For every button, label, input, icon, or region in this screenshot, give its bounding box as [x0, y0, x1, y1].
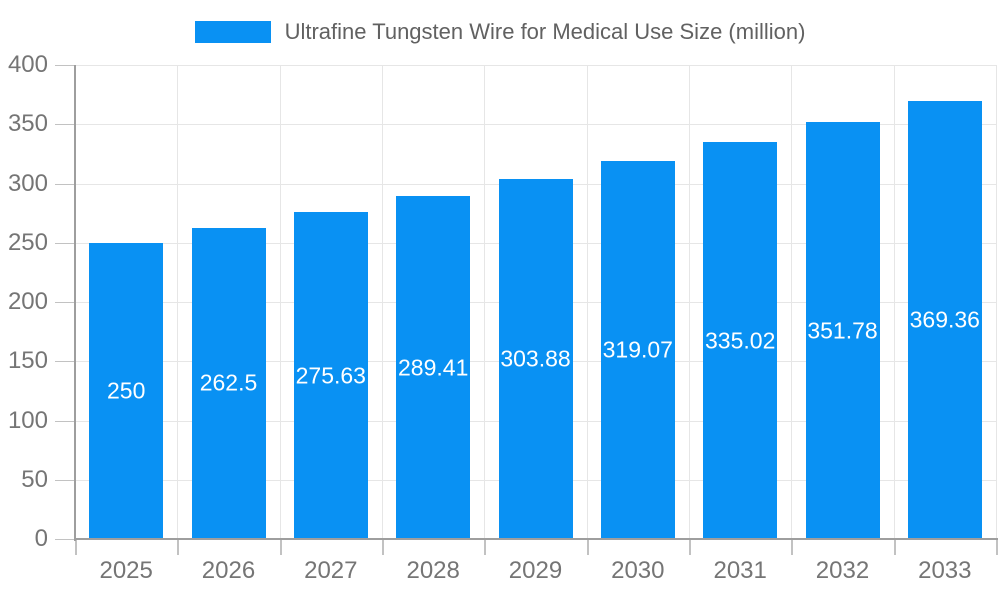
bar-value-label: 275.63	[295, 362, 366, 389]
gridline-v	[279, 65, 281, 539]
x-axis-tick-label: 2031	[713, 557, 767, 584]
gridline-h	[75, 124, 996, 126]
x-tick-mark	[177, 539, 180, 555]
gridline-v	[791, 65, 793, 539]
y-tick-mark	[55, 420, 75, 422]
bar-value-label: 289.41	[398, 354, 469, 380]
x-tick-mark	[791, 539, 794, 555]
bar-value-label: 335.02	[705, 327, 776, 353]
x-tick-mark	[689, 539, 691, 555]
y-tick-mark	[55, 65, 75, 66]
legend-item[interactable]: Ultrafine Tungsten Wire for Medical Use …	[194, 19, 806, 45]
bar-value-label: 351.78	[807, 317, 878, 344]
bar-2033[interactable]: 369.36	[907, 101, 982, 539]
x-axis-line	[74, 538, 998, 540]
y-tick-mark	[55, 302, 75, 303]
y-axis-tick-label: 300	[7, 169, 48, 197]
x-tick-mark	[382, 539, 384, 555]
y-tick-mark	[55, 361, 75, 363]
y-tick-mark	[55, 479, 75, 481]
x-tick-mark	[893, 539, 896, 555]
bar-2032[interactable]: 351.78	[805, 122, 880, 539]
x-axis-tick-label: 2025	[99, 557, 153, 584]
bar-value-label: 369.36	[909, 306, 980, 333]
gridline-v	[586, 65, 588, 539]
bar-2031[interactable]: 335.02	[703, 142, 778, 539]
y-axis-tick-label: 100	[7, 406, 48, 434]
legend-label: Ultrafine Tungsten Wire for Medical Use …	[284, 19, 806, 44]
y-axis-tick-label: 250	[7, 228, 48, 256]
gridline-v	[382, 65, 383, 539]
y-axis-tick-label: 50	[21, 465, 48, 493]
x-tick-mark	[586, 539, 589, 555]
bar-2030[interactable]: 319.07	[600, 160, 675, 539]
x-tick-mark	[75, 539, 77, 555]
gridline-v	[996, 65, 997, 539]
y-axis-tick-label: 150	[7, 347, 48, 375]
x-tick-mark	[279, 539, 282, 555]
y-axis-line	[74, 65, 76, 541]
y-axis-tick-label: 400	[7, 51, 48, 78]
legend: Ultrafine Tungsten Wire for Medical Use …	[0, 19, 1000, 45]
y-axis-tick-label: 200	[7, 288, 48, 315]
y-axis-tick-label: 350	[7, 110, 48, 138]
bar-value-label: 319.07	[602, 336, 673, 363]
y-tick-mark	[55, 183, 75, 185]
legend-swatch-icon	[194, 21, 271, 43]
gridline-v	[484, 65, 486, 539]
x-axis-tick-label: 2033	[918, 557, 972, 584]
bar-2027[interactable]: 275.63	[293, 212, 368, 539]
x-axis-tick-label: 2026	[201, 557, 256, 584]
bar-2029[interactable]: 303.88	[498, 178, 573, 539]
x-axis-tick-label: 2027	[304, 557, 358, 584]
x-axis-tick-label: 2032	[815, 557, 870, 584]
bar-2026[interactable]: 262.5	[191, 227, 266, 539]
bar-2028[interactable]: 289.41	[396, 196, 471, 539]
bar-2025[interactable]: 250	[89, 242, 164, 539]
bar-value-label: 303.88	[500, 345, 571, 372]
gridline-h	[75, 65, 996, 66]
y-tick-mark	[55, 242, 75, 244]
x-tick-mark	[996, 539, 998, 555]
y-tick-mark	[55, 124, 75, 126]
bar-value-label: 262.5	[199, 369, 258, 396]
gridline-v	[689, 65, 690, 539]
x-axis-tick-label: 2029	[508, 557, 563, 584]
x-axis-tick-label: 2030	[611, 557, 665, 584]
x-axis-tick-label: 2028	[406, 557, 460, 584]
bar-value-label: 250	[107, 377, 146, 404]
plot-area: 250 262.5 275.63 289.41 303.88 319.07 335.02 35…	[75, 65, 997, 539]
x-tick-mark	[484, 539, 487, 555]
y-tick-mark	[55, 539, 75, 540]
gridline-v	[893, 65, 895, 539]
gridline-v	[177, 65, 179, 539]
y-axis-tick-label: 0	[34, 525, 48, 552]
